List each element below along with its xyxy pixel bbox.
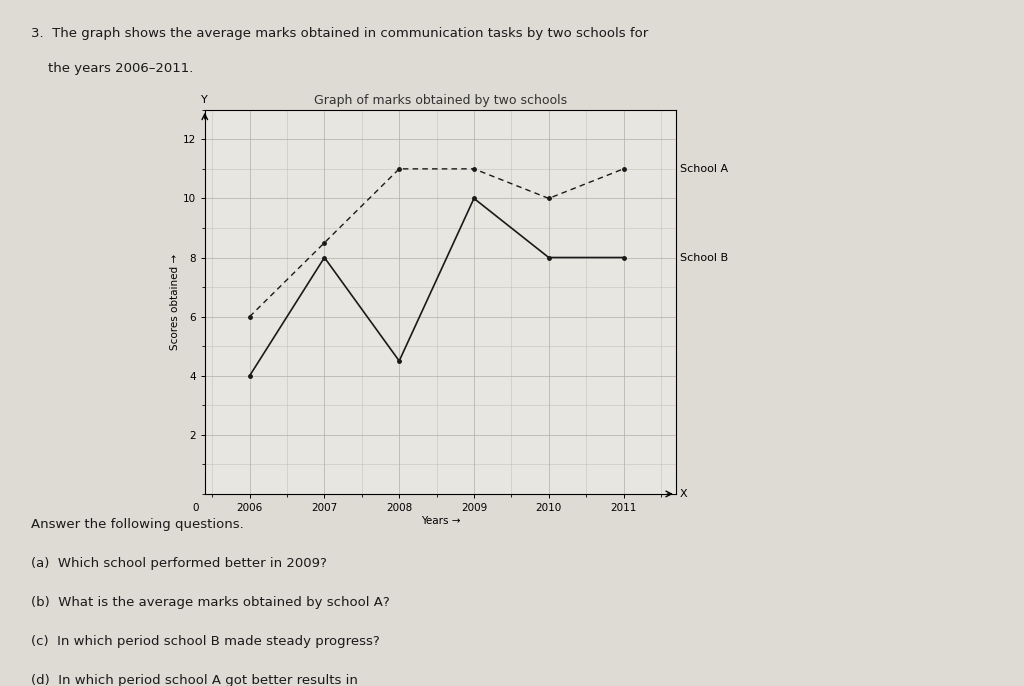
Text: (d)  In which period school A got better results in: (d) In which period school A got better … <box>31 674 357 686</box>
School B <box>244 372 256 380</box>
School B <box>393 357 406 365</box>
School B <box>318 253 331 261</box>
Text: the years 2006–2011.: the years 2006–2011. <box>31 62 194 75</box>
Text: 3.  The graph shows the average marks obtained in communication tasks by two sch: 3. The graph shows the average marks obt… <box>31 27 648 40</box>
School A <box>318 239 331 247</box>
School A <box>617 165 630 173</box>
Title: Graph of marks obtained by two schools: Graph of marks obtained by two schools <box>313 94 567 107</box>
Text: (c)  In which period school B made steady progress?: (c) In which period school B made steady… <box>31 635 380 648</box>
Text: Y: Y <box>202 95 208 106</box>
Text: School B: School B <box>680 252 728 263</box>
Line: School A: School A <box>246 165 627 320</box>
Text: 0: 0 <box>193 503 199 513</box>
School A <box>393 165 406 173</box>
Text: X: X <box>680 489 687 499</box>
Y-axis label: Scores obtained →: Scores obtained → <box>170 254 180 350</box>
X-axis label: Years →: Years → <box>421 516 460 525</box>
Text: (b)  What is the average marks obtained by school A?: (b) What is the average marks obtained b… <box>31 596 389 609</box>
School A <box>244 313 256 321</box>
School B <box>543 253 555 261</box>
Text: Answer the following questions.: Answer the following questions. <box>31 518 244 531</box>
Text: (a)  Which school performed better in 2009?: (a) Which school performed better in 200… <box>31 557 327 570</box>
School B <box>617 253 630 261</box>
Line: School B: School B <box>246 195 627 379</box>
School A <box>468 165 480 173</box>
Text: School A: School A <box>680 164 728 174</box>
School A <box>543 194 555 202</box>
School B <box>468 194 480 202</box>
